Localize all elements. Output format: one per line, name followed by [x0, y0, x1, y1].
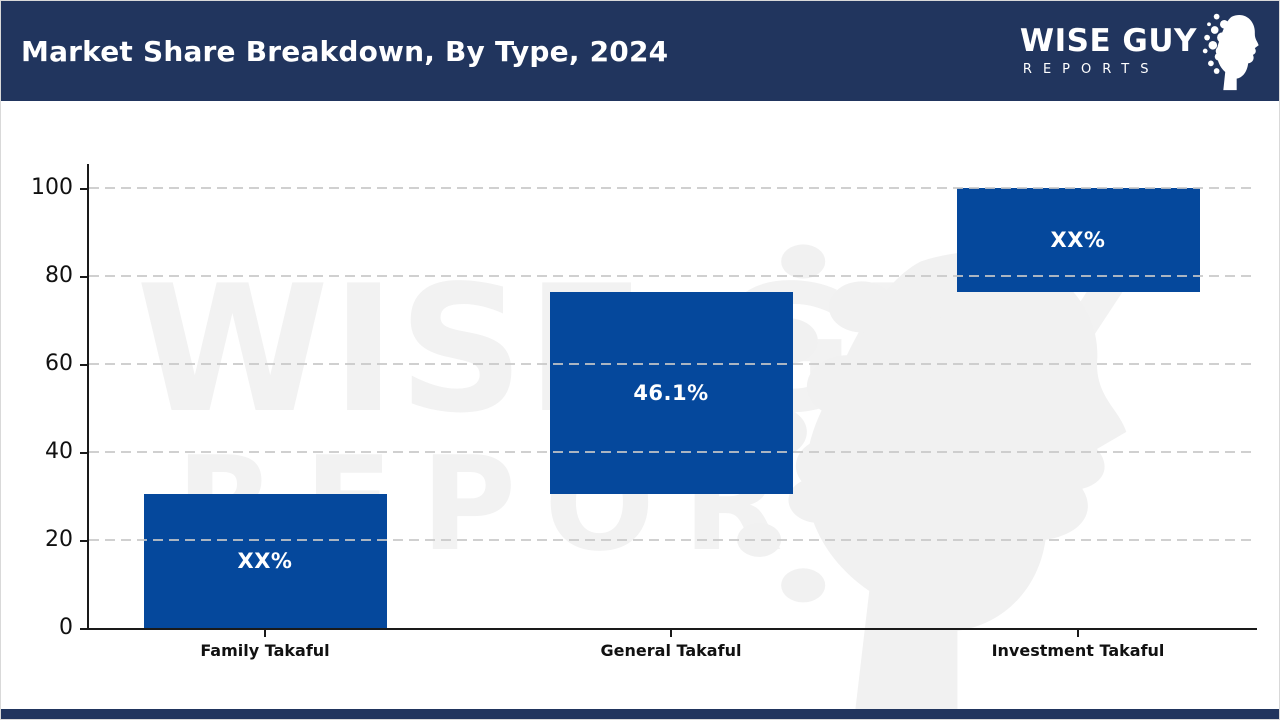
x-tick [670, 630, 672, 637]
bar-value-label: 46.1% [633, 380, 709, 405]
gridline-60 [89, 363, 1257, 366]
gridline-40 [89, 451, 1257, 454]
y-tick-60 [80, 364, 87, 367]
bar-value-label: XX% [1050, 227, 1106, 252]
page-title: Market Share Breakdown, By Type, 2024 [21, 34, 669, 68]
gridline-20 [89, 539, 1257, 542]
x-tick [1077, 630, 1079, 637]
logo-face-icon [1202, 13, 1259, 91]
y-tick-80 [80, 276, 87, 279]
y-tick-label: 60 [45, 351, 73, 377]
logo-wordmark-line1: WISE GUY [1019, 23, 1197, 59]
y-tick-label: 100 [31, 175, 73, 201]
x-tick [264, 630, 266, 637]
y-tick-0 [80, 628, 87, 630]
y-axis [87, 164, 89, 630]
bar-investment-takaful: XX% [956, 188, 1200, 292]
y-tick-label: 0 [59, 615, 73, 640]
bar-general-takaful: 46.1% [549, 291, 793, 495]
gridline-100 [89, 187, 1257, 190]
x-category-label: Investment Takaful [991, 641, 1165, 660]
y-tick-40 [80, 452, 87, 455]
logo-wordmark: WISE GUY REPORTS [1019, 23, 1197, 77]
y-tick-20 [80, 540, 87, 543]
y-tick-label: 40 [45, 439, 73, 465]
gridline-80 [89, 275, 1257, 278]
y-tick-100 [80, 188, 87, 191]
wise-guy-reports-logo: WISE GUY REPORTS [1020, 9, 1261, 93]
bar-family-takaful: XX% [143, 494, 387, 628]
y-tick-label: 80 [45, 263, 73, 289]
x-category-label: General Takaful [600, 641, 742, 660]
logo-wordmark-line2: REPORTS [1022, 62, 1160, 77]
x-category-label: Family Takaful [200, 641, 330, 660]
footer-bar [1, 709, 1279, 719]
header-bar: Market Share Breakdown, By Type, 2024 WI… [1, 1, 1279, 101]
bar-value-label: XX% [237, 549, 293, 574]
y-tick-label: 20 [45, 527, 73, 553]
x-axis [87, 628, 1257, 630]
